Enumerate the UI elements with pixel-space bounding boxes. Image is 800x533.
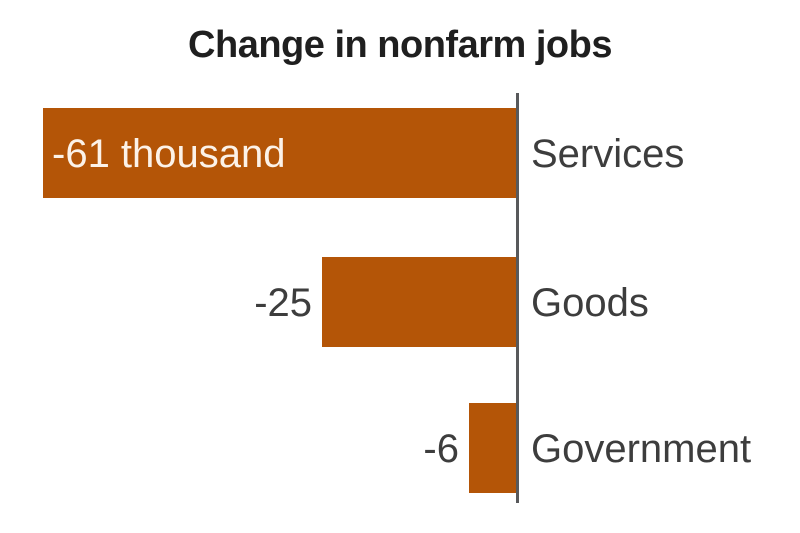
category-label-services: Services [531,132,685,176]
category-label-goods: Goods [531,281,649,325]
value-label-goods: -25 [254,281,312,325]
category-label-government: Government [531,427,752,471]
bar-government [469,403,516,493]
value-label-government: -6 [423,427,459,471]
zero-baseline-axis [516,93,519,503]
bar-goods [322,257,516,347]
value-label-services: -61 thousand [52,132,286,176]
bar-services: -61 thousand [43,108,516,198]
chart-title: Change in nonfarm jobs [188,24,612,66]
